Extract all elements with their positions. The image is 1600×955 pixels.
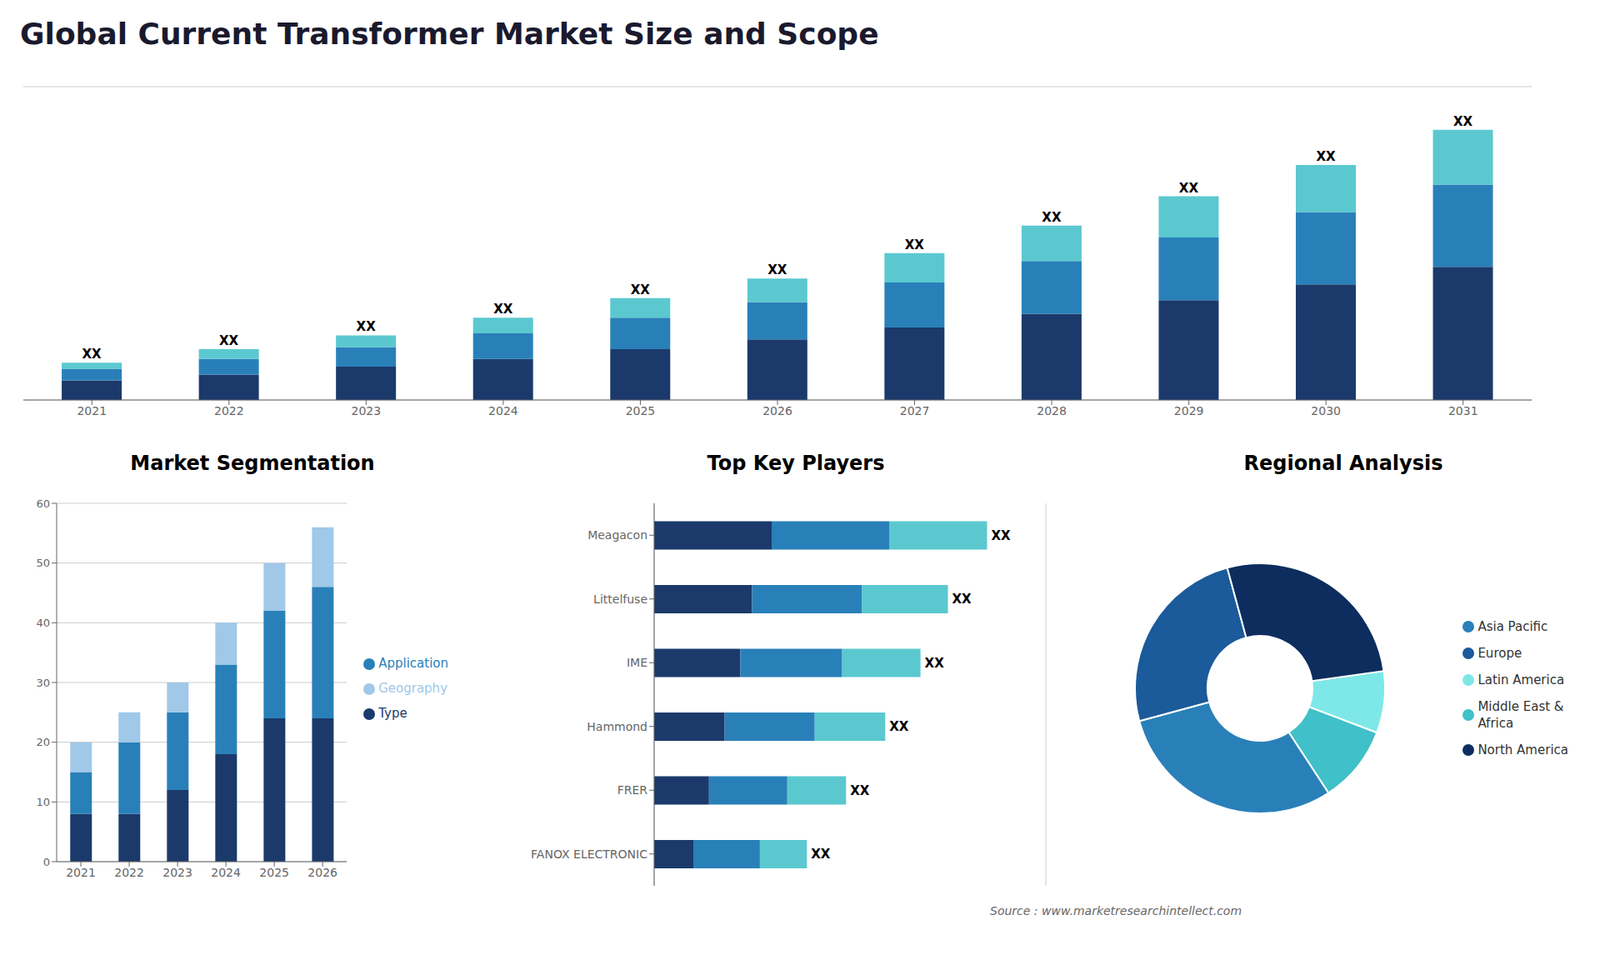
svg-text:XX: XX [82,346,103,362]
html-text:Africa: Africa [1477,715,1514,731]
svg-text:2028: 2028 [1036,404,1067,418]
svg-text:XX: XX [1041,210,1062,225]
html-text:Type: Type [378,705,408,721]
svg-text:2021: 2021 [76,404,107,418]
html-text:Latin America: Latin America [1477,672,1565,688]
svg-text:2025: 2025 [625,404,656,418]
svg-text:2023: 2023 [162,865,193,880]
svg-text:XX: XX [952,591,973,607]
svg-text:60: 60 [35,497,50,510]
svg-text:50: 50 [35,556,50,570]
svg-text:Hammond: Hammond [586,720,648,734]
svg-text:XX: XX [850,783,870,799]
svg-text:XX: XX [1179,180,1200,196]
svg-text:Meagacon: Meagacon [587,528,648,542]
svg-text:2030: 2030 [1310,404,1341,418]
svg-text:XX: XX [889,719,910,735]
html-text:Top Key Players: Top Key Players [707,451,885,475]
svg-text:Littelfuse: Littelfuse [593,592,648,606]
svg-text:30: 30 [35,676,50,690]
html-text:Application: Application [378,655,449,671]
svg-text:20: 20 [35,735,50,749]
svg-text:10: 10 [35,795,50,809]
html-text:North America: North America [1477,742,1569,758]
svg-text:XX: XX [991,528,1012,544]
svg-text:XX: XX [767,262,788,278]
svg-text:2024: 2024 [488,404,519,418]
html-text:Geography: Geography [378,680,448,696]
svg-text:2027: 2027 [900,404,930,418]
svg-text:2021: 2021 [65,865,96,880]
svg-text:2024: 2024 [210,865,241,880]
svg-text:XX: XX [493,301,514,317]
svg-text:2022: 2022 [114,865,145,880]
svg-text:0: 0 [43,855,50,869]
svg-text:2031: 2031 [1448,404,1479,418]
svg-text:XX: XX [810,846,831,862]
html-text:Regional Analysis: Regional Analysis [1243,451,1443,475]
svg-text:2025: 2025 [259,865,290,880]
svg-text:XX: XX [219,333,240,349]
svg-text:2026: 2026 [307,865,338,880]
html-text:Europe: Europe [1477,645,1522,661]
html-text:Middle East &: Middle East & [1477,699,1564,715]
svg-text:2029: 2029 [1174,404,1205,418]
svg-text:FANOX ELECTRONIC: FANOX ELECTRONIC [530,847,648,861]
svg-text:XX: XX [356,319,377,335]
svg-text:XX: XX [1453,114,1474,130]
html-text:Market Segmentation: Market Segmentation [130,451,375,475]
html-text:Global Current Transformer Mar: Global Current Transformer Market Size a… [20,16,879,51]
svg-text:2023: 2023 [351,404,382,418]
svg-text:XX: XX [630,282,651,298]
svg-text:2026: 2026 [762,404,793,418]
svg-text:IME: IME [626,655,648,670]
svg-text:XX: XX [1315,149,1336,165]
html-text:Source : www.marketresearchint: Source : www.marketresearchintellect.com [990,904,1242,918]
svg-text:2022: 2022 [214,404,245,418]
svg-text:XX: XX [925,655,945,671]
svg-text:40: 40 [35,616,50,630]
html-text:Asia Pacific: Asia Pacific [1477,619,1548,635]
svg-text:XX: XX [905,237,925,253]
svg-text:FRER: FRER [617,783,649,797]
